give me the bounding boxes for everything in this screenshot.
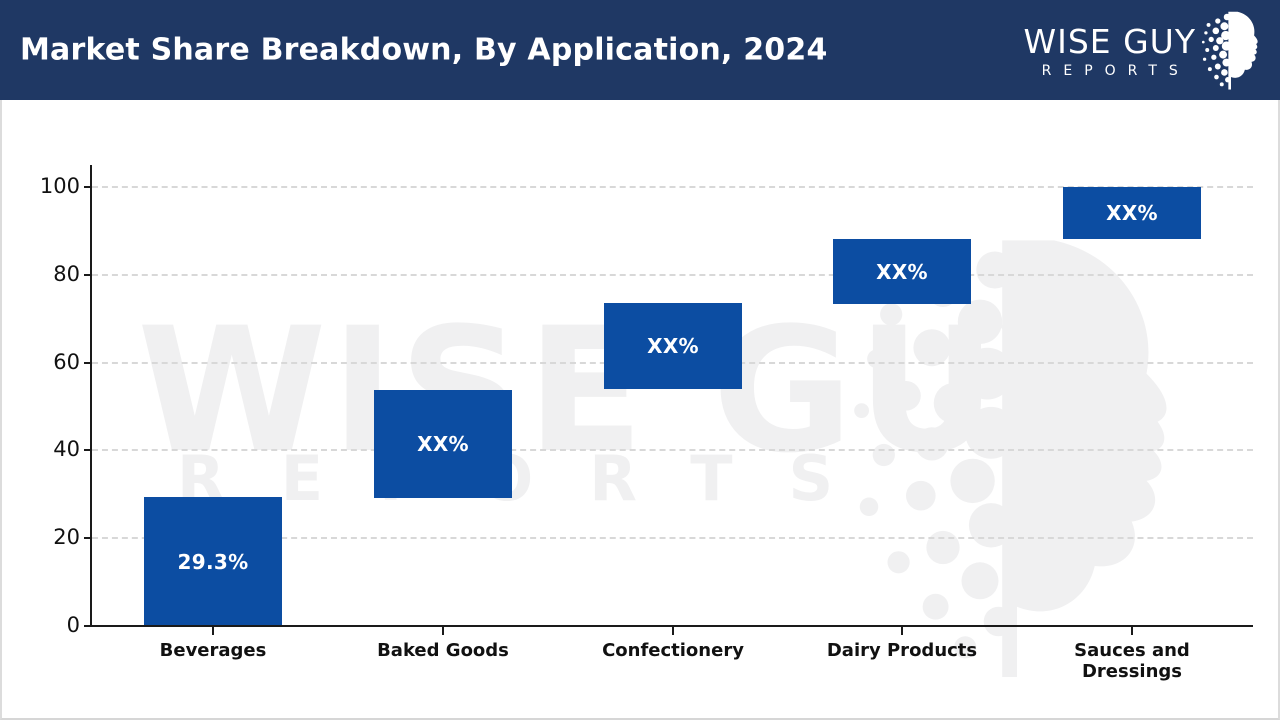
y-axis-tick-label: 80 [53,262,80,287]
wiseguy-logo: WISE GUY REPORTS [1023,8,1264,92]
y-axis-tick-label: 100 [39,174,80,199]
watermark-subtext: REPORTS [177,442,890,515]
gridline [92,186,1253,188]
wiseguy-head-icon [1198,10,1264,90]
y-axis-tick [84,449,91,451]
gridline [92,274,1253,276]
y-axis-tick-label: 20 [53,525,80,550]
x-axis-category-label: Beverages [159,640,267,661]
y-axis-tick [84,274,91,276]
header: Market Share Breakdown, By Application, … [0,0,1280,100]
bar-value-label: XX% [647,334,699,358]
y-axis-tick [84,362,91,364]
logo-subtext: REPORTS [1041,63,1190,79]
logo-wordmark: WISE GUY [1023,22,1196,61]
y-axis-tick [84,537,91,539]
x-axis-category-label: Sauces and Dressings [1074,640,1190,682]
bar-segment: XX% [374,390,512,498]
x-axis-category-label: Dairy Products [826,640,978,661]
bar-value-label: 29.3% [177,549,249,574]
x-axis-tick [672,627,674,635]
bar-segment: XX% [604,303,742,389]
bar-value-label: XX% [1106,201,1158,225]
x-axis-category-label: Baked Goods [377,640,509,661]
gridline [92,449,1253,451]
bar-value-label: XX% [417,432,469,456]
y-axis-tick-label: 40 [53,437,80,462]
page-title: Market Share Breakdown, By Application, … [20,32,828,68]
x-axis-tick [212,627,214,635]
x-axis-tick [1131,627,1133,635]
bar-value-label: XX% [876,259,928,284]
y-axis-tick-label: 60 [53,350,80,375]
x-axis-line [90,625,1253,627]
x-axis-category-label: Confectionery [602,640,744,661]
bar-segment: XX% [1063,187,1201,239]
y-axis-tick-label: 0 [66,613,80,638]
y-axis-tick [84,625,91,627]
logo-wordmark-block: WISE GUY REPORTS [1023,22,1196,79]
y-axis-tick [84,186,91,188]
gridline [92,537,1253,539]
x-axis-tick [901,627,903,635]
bar-segment: XX% [833,239,971,304]
y-axis-line [90,165,92,626]
bar-segment: 29.3% [144,497,282,626]
x-axis-tick [442,627,444,635]
chart-area: WISE GUY REPORTS 0 20 40 60 80 100 29.3% Bevera… [0,100,1280,720]
